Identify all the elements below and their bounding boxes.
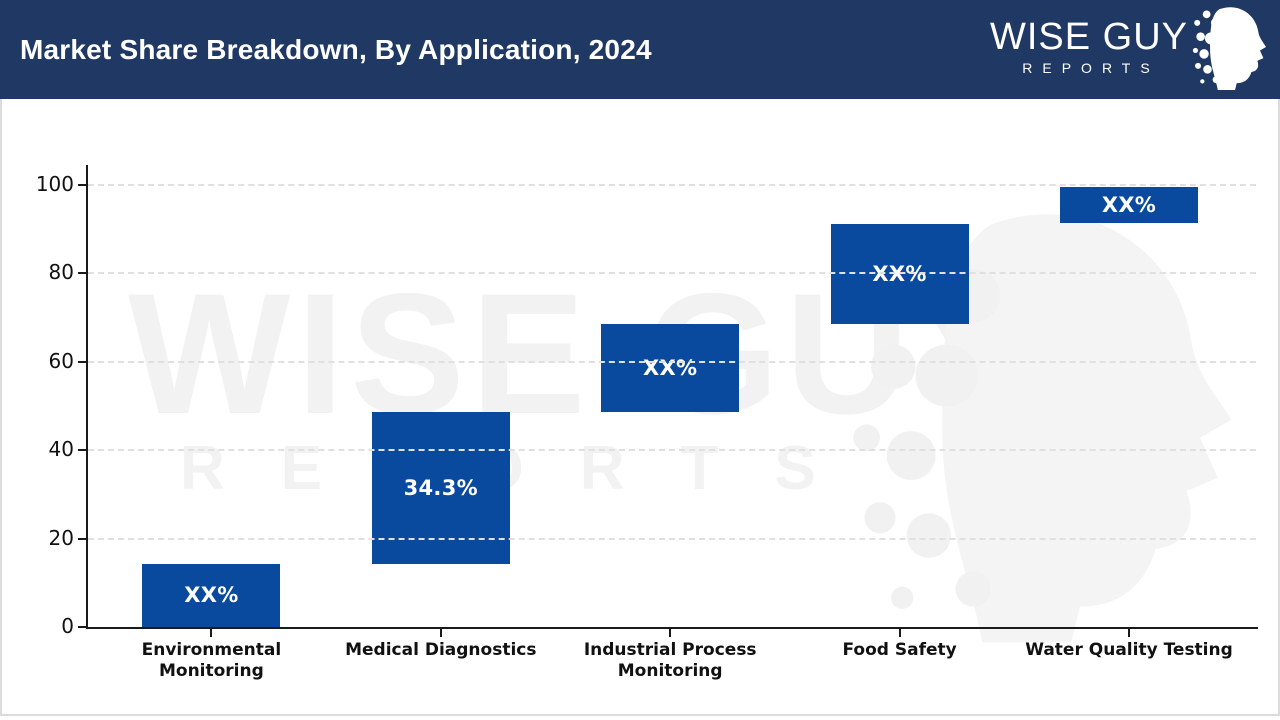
brand-face-icon xyxy=(1192,7,1266,90)
header-bar: Market Share Breakdown, By Application, … xyxy=(0,0,1280,99)
category-label: Water Quality Testing xyxy=(1025,640,1233,660)
watermark-subwordmark: REPORTS xyxy=(180,434,872,503)
y-axis-spine xyxy=(86,165,88,629)
bar-value-label: 34.3% xyxy=(403,475,478,500)
x-tickmark-0 xyxy=(210,629,213,637)
y-tick-label-60: 60 xyxy=(48,348,74,373)
category-label: Industrial Process Monitoring xyxy=(583,640,757,682)
bar-segment: XX% xyxy=(142,563,281,627)
category-label: Environmental Monitoring xyxy=(141,640,282,682)
page-title: Market Share Breakdown, By Application, … xyxy=(20,33,652,65)
bar-value-label: XX% xyxy=(184,583,239,608)
y-tick-label-0: 0 xyxy=(61,614,74,638)
bar-segment: XX% xyxy=(601,323,740,412)
gridline-100 xyxy=(88,183,1256,186)
bar-segment: XX% xyxy=(1060,186,1198,224)
y-tickmark-40 xyxy=(78,449,86,452)
bar-segment: 34.3% xyxy=(371,412,510,564)
x-tickmark-1 xyxy=(439,629,442,637)
frame-bottom-edge xyxy=(0,714,1280,716)
gridline-60 xyxy=(88,360,1256,363)
bar-value-label: XX% xyxy=(643,355,698,380)
x-tickmark-3 xyxy=(898,629,901,637)
y-tick-label-100: 100 xyxy=(35,171,74,196)
x-axis-spine xyxy=(86,627,1258,629)
y-tickmark-80 xyxy=(78,272,86,275)
brand-subname: REPORTS xyxy=(1022,59,1160,76)
bar-value-label: XX% xyxy=(1101,192,1157,217)
x-tickmark-2 xyxy=(669,629,672,637)
brand-name: WISE GUY xyxy=(989,16,1188,59)
brand-logo: WISE GUY REPORTS xyxy=(990,4,1268,90)
x-tickmark-4 xyxy=(1128,629,1130,637)
y-tick-label-40: 40 xyxy=(48,437,74,462)
category-label: Medical Diagnostics xyxy=(345,640,537,660)
gridline-20 xyxy=(88,537,1256,540)
frame-right-edge xyxy=(1278,99,1280,716)
y-tickmark-0 xyxy=(78,626,86,628)
y-tickmark-60 xyxy=(78,360,86,363)
brand-wordmark: WISE GUY REPORTS xyxy=(989,16,1188,76)
y-tick-label-80: 80 xyxy=(48,260,74,285)
y-tickmark-20 xyxy=(78,537,86,540)
gridline-40 xyxy=(88,449,1256,452)
gridline-80 xyxy=(88,272,1256,275)
y-tickmark-100 xyxy=(78,183,86,186)
y-tick-label-20: 20 xyxy=(48,525,74,550)
frame-left-edge xyxy=(0,99,2,716)
category-label: Food Safety xyxy=(842,640,957,660)
